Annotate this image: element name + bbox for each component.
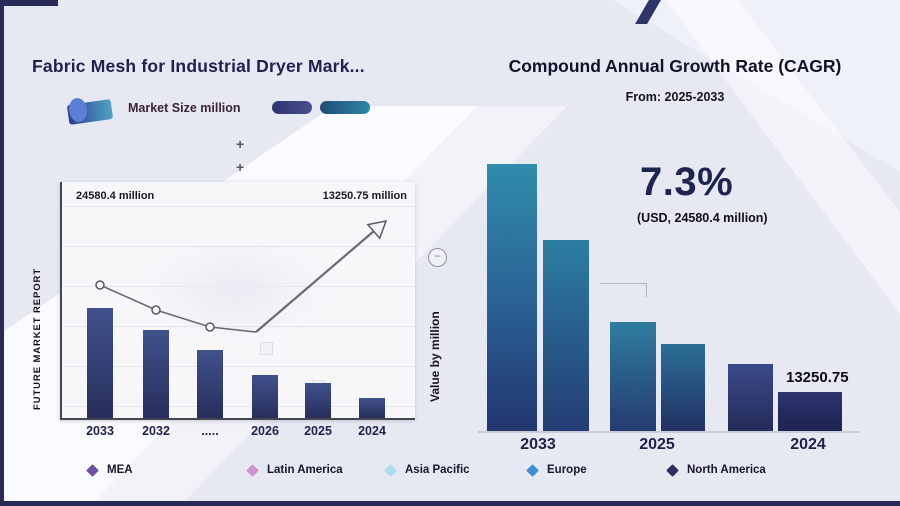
legend-label: MEA xyxy=(107,464,133,476)
bar-2025 xyxy=(305,383,331,418)
cagr-bar-2033-secondary xyxy=(543,240,589,432)
cagr-bar-2024-primary xyxy=(728,364,773,432)
legend-label: Asia Pacific xyxy=(405,464,470,476)
minus-circle-icon: − xyxy=(428,248,447,267)
market-size-chart: 24580.4 million 13250.75 million xyxy=(60,182,415,420)
y-axis-line xyxy=(60,182,62,420)
x-tick-ellipsis: ..... xyxy=(201,424,219,438)
diamond-icon xyxy=(526,463,539,477)
cagr-x-tick-2024: 2024 xyxy=(790,436,826,453)
value-axis-label: Value by million xyxy=(428,311,442,402)
cagr-baseline xyxy=(478,431,860,433)
pill-icon-teal xyxy=(320,101,370,114)
watermark-square-icon xyxy=(260,342,273,355)
cagr-title: Compound Annual Growth Rate (CAGR) xyxy=(508,56,842,76)
legend-label: Europe xyxy=(547,464,587,476)
diamond-icon xyxy=(246,463,259,477)
legend-item-north-america: North America xyxy=(666,463,766,477)
legend-label: North America xyxy=(687,464,766,476)
cagr-bar-2033-primary xyxy=(487,164,537,432)
pill-icon-navy xyxy=(272,101,312,114)
market-value-2033: 24580.4 million xyxy=(76,190,155,202)
bar-intermediate xyxy=(197,350,223,418)
cagr-x-tick-2033: 2033 xyxy=(520,436,556,453)
market-value-2024: 13250.75 million xyxy=(322,190,407,202)
x-tick-2032: 2032 xyxy=(142,424,170,438)
legend-label: Latin America xyxy=(267,464,343,476)
x-tick-2025: 2025 xyxy=(304,424,332,438)
bar-2032 xyxy=(143,330,169,418)
cagr-bar-value-2024: 13250.75 xyxy=(786,369,849,386)
cagr-basis: (USD, 24580.4 million) xyxy=(637,211,768,225)
cagr-subtitle: From: 2025-2033 xyxy=(625,90,725,104)
cagr-bar-2025-secondary xyxy=(661,344,705,432)
bottom-edge-accent xyxy=(0,501,900,506)
cylinder-icon xyxy=(67,98,113,125)
trend-arrow xyxy=(95,220,388,333)
plus-icon: + xyxy=(236,136,245,152)
bar-2033 xyxy=(87,308,113,418)
top-left-edge-accent xyxy=(0,0,58,6)
market-size-legend-label: Market Size million xyxy=(128,101,241,115)
x-tick-2026: 2026 xyxy=(251,424,279,438)
cagr-percentage: 7.3% xyxy=(640,160,734,204)
cagr-x-tick-2025: 2025 xyxy=(639,436,675,453)
legend-item-latin-america: Latin America xyxy=(246,463,343,477)
cagr-bar-2025-primary xyxy=(610,322,656,432)
x-tick-2033: 2033 xyxy=(86,424,114,438)
plus-icon: + xyxy=(236,159,245,175)
chart-background-blob xyxy=(140,240,330,340)
x-axis-line xyxy=(60,418,415,420)
diamond-icon xyxy=(86,463,99,477)
market-size-x-axis: 2033 2032 ..... 2026 2025 2024 xyxy=(60,424,415,442)
legend-item-asia-pacific: Asia Pacific xyxy=(384,463,470,477)
annotation-bracket xyxy=(600,283,647,297)
publisher-watermark: FUTURE MARKET REPORT xyxy=(32,267,43,410)
diamond-icon xyxy=(384,463,397,477)
diamond-icon xyxy=(666,463,679,477)
bar-2024 xyxy=(359,398,385,418)
x-tick-2024: 2024 xyxy=(358,424,386,438)
legend-item-mea: MEA xyxy=(86,463,133,477)
left-edge-accent xyxy=(0,0,4,506)
legend-item-europe: Europe xyxy=(526,463,587,477)
cagr-bar-2024-secondary xyxy=(778,392,842,432)
bar-2026 xyxy=(252,375,278,418)
market-title: Fabric Mesh for Industrial Dryer Mark... xyxy=(32,56,365,76)
